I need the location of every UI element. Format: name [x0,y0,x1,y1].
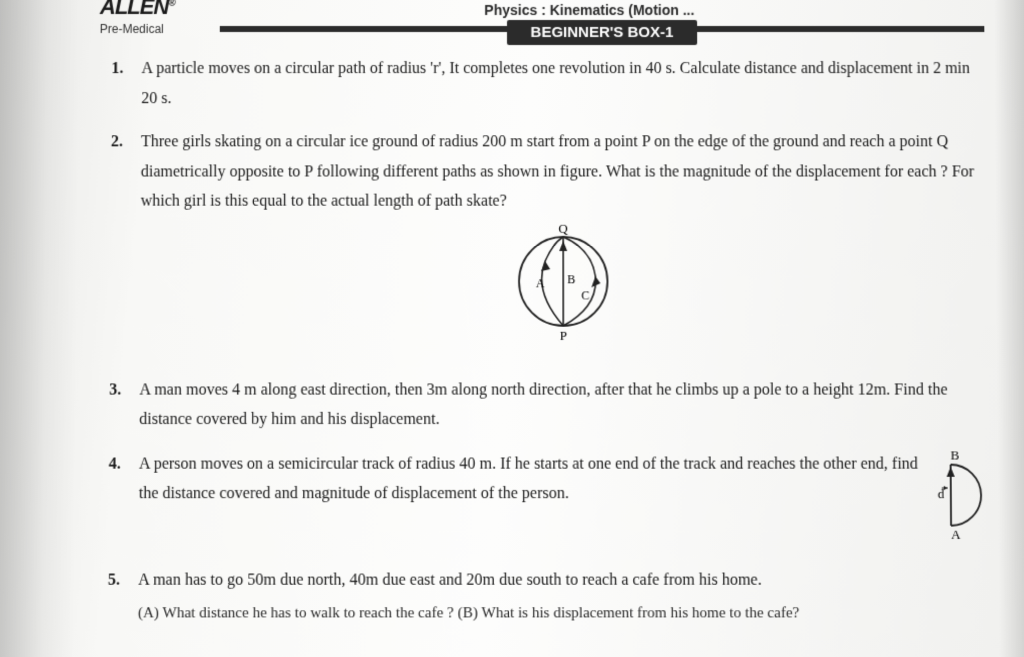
question-2: 2. Three girls skating on a circular ice… [97,127,987,360]
logo-text: ALLEN [100,0,169,19]
q2-text: Three girls skating on a circular ice gr… [141,127,986,216]
divider-bar: BEGINNER'S BOX-1 [220,26,985,32]
q5-number: 5. [95,566,120,629]
q2-label-Q: Q [558,221,568,236]
q2-diagram: Q P A B C [140,221,987,353]
q2-label-C: C [581,288,589,302]
q2-label-B: B [567,272,575,286]
q2-label-P: P [560,328,567,342]
q4-label-A: A [951,526,961,540]
question-list: 1. A particle moves on a circular path o… [95,54,989,628]
sub-header: Pre-Medical BEGINNER'S BOX-1 [100,22,985,36]
question-5: 5. A man has to go 50m due north, 40m du… [95,566,989,629]
q4-diagram: B d A [937,449,988,551]
logo-sup: ® [168,0,174,9]
header-bar: ALLEN® Physics : Kinematics (Motion ... [100,0,984,20]
question-3: 3. A man moves 4 m along east direction,… [97,375,988,435]
brand-logo: ALLEN® [100,0,175,20]
question-4: 4. A person moves on a semicircular trac… [96,449,989,551]
q4-text: A person moves on a semicircular track o… [139,449,928,509]
q1-number: 1. [99,54,123,113]
q3-number: 3. [97,375,122,435]
subject-title: Physics : Kinematics (Motion ... [195,2,985,20]
q5-sub: (A) What distance he has to walk to reac… [138,600,989,628]
q2-number: 2. [97,127,123,360]
box-label: BEGINNER'S BOX-1 [507,20,698,45]
q2-label-A: A [536,276,545,290]
q4-label-B: B [950,449,959,462]
q1-text: A particle moves on a circular path of r… [141,54,985,113]
q5-text: A man has to go 50m due north, 40m due e… [138,566,989,596]
question-1: 1. A particle moves on a circular path o… [99,54,985,113]
pre-medical-label: Pre-Medical [100,22,220,36]
q4-number: 4. [96,449,121,551]
q3-text: A man moves 4 m along east direction, th… [139,375,988,435]
